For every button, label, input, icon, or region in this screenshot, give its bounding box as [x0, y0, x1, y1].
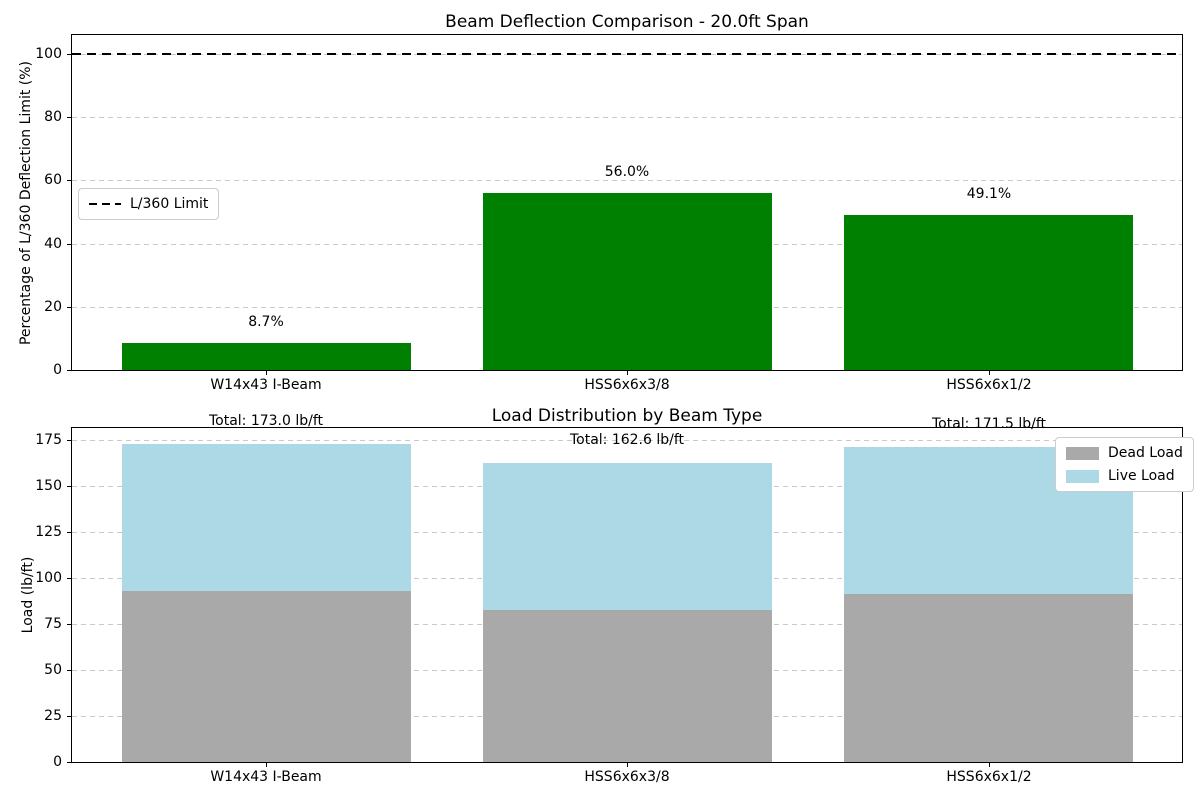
load-legend: Dead Load Live Load: [1055, 437, 1194, 492]
y-tick-label: 125: [35, 524, 62, 540]
y-tick: [67, 307, 71, 308]
limit-line: [72, 53, 1182, 55]
y-tick-label: 40: [44, 236, 62, 252]
x-tick: [989, 763, 990, 767]
load-chart-title: Load Distribution by Beam Type: [491, 406, 763, 426]
x-tick-label: W14x43 I-Beam: [210, 769, 322, 785]
gridline: [72, 180, 1182, 181]
y-tick-label: 100: [35, 46, 62, 62]
y-tick-label: 0: [53, 754, 62, 770]
x-tick-label: HSS6x6x1/2: [946, 769, 1032, 785]
x-tick: [627, 371, 628, 375]
y-tick-label: 0: [53, 362, 62, 378]
x-tick-label: HSS6x6x3/8: [584, 377, 670, 393]
legend-label: Dead Load: [1108, 445, 1183, 461]
y-tick: [67, 54, 71, 55]
gridline: [72, 117, 1182, 118]
load-plot-area: Total: 173.0 lb/ft W14x43 I-Beam Total: 16…: [35, 413, 1183, 785]
y-tick-label: 75: [44, 616, 62, 632]
y-tick: [67, 624, 71, 625]
total-label: Total: 162.6 lb/ft: [569, 432, 685, 448]
y-tick-label: 150: [35, 478, 62, 494]
y-tick-label: 50: [44, 662, 62, 678]
total-label: Total: 173.0 lb/ft: [208, 413, 324, 429]
y-tick: [67, 532, 71, 533]
deflection-bar: [483, 193, 772, 370]
x-tick: [266, 371, 267, 375]
load-bar-segment: [122, 444, 411, 591]
y-tick-label: 20: [44, 299, 62, 315]
deflection-y-axis-label: Percentage of L/360 Deflection Limit (%): [18, 61, 34, 346]
y-tick-label: 80: [44, 109, 62, 125]
deflection-bar: [844, 215, 1133, 370]
x-tick: [266, 763, 267, 767]
y-tick-label: 175: [35, 432, 62, 448]
load-y-axis-label: Load (lb/ft): [20, 556, 36, 634]
live-load-swatch: [1066, 469, 1099, 483]
y-tick: [67, 716, 71, 717]
legend-entry: Live Load: [1066, 467, 1183, 485]
load-bar-segment: [844, 594, 1133, 762]
load-bar-segment: [483, 610, 772, 762]
x-tick: [627, 763, 628, 767]
bar-value-label: 8.7%: [248, 314, 284, 330]
y-tick: [67, 762, 71, 763]
y-tick-label: 100: [35, 570, 62, 586]
y-tick: [67, 440, 71, 441]
deflection-bar: [122, 343, 411, 370]
legend-label: L/360 Limit: [130, 196, 209, 212]
deflection-plot-area: 8.7% W14x43 I-Beam 56.0% HSS6x6x3/8 49.1% HSS…: [35, 34, 1183, 393]
legend-entry: L/360 Limit: [89, 195, 208, 213]
y-tick: [67, 486, 71, 487]
deflection-chart-title: Beam Deflection Comparison - 20.0ft Span: [445, 12, 809, 32]
y-tick: [67, 180, 71, 181]
bar-value-label: 49.1%: [966, 186, 1012, 202]
load-bar-segment: [483, 463, 772, 610]
x-tick-label: W14x43 I-Beam: [210, 377, 322, 393]
dead-load-swatch: [1066, 446, 1099, 460]
dashed-line-swatch: [89, 203, 121, 205]
bar-value-label: 56.0%: [604, 164, 650, 180]
y-tick: [67, 370, 71, 371]
load-bar-segment: [122, 591, 411, 762]
y-tick: [67, 117, 71, 118]
gridline: [72, 440, 1182, 441]
legend-entry: Dead Load: [1066, 444, 1183, 462]
legend-label: Live Load: [1108, 468, 1175, 484]
x-tick: [989, 371, 990, 375]
total-label: Total: 171.5 lb/ft: [931, 416, 1047, 432]
y-tick-label: 60: [44, 172, 62, 188]
y-tick-label: 25: [44, 708, 62, 724]
x-tick-label: HSS6x6x1/2: [946, 377, 1032, 393]
y-tick: [67, 244, 71, 245]
y-tick: [67, 578, 71, 579]
y-tick: [67, 670, 71, 671]
deflection-legend: L/360 Limit: [78, 188, 220, 220]
x-tick-label: HSS6x6x3/8: [584, 769, 670, 785]
